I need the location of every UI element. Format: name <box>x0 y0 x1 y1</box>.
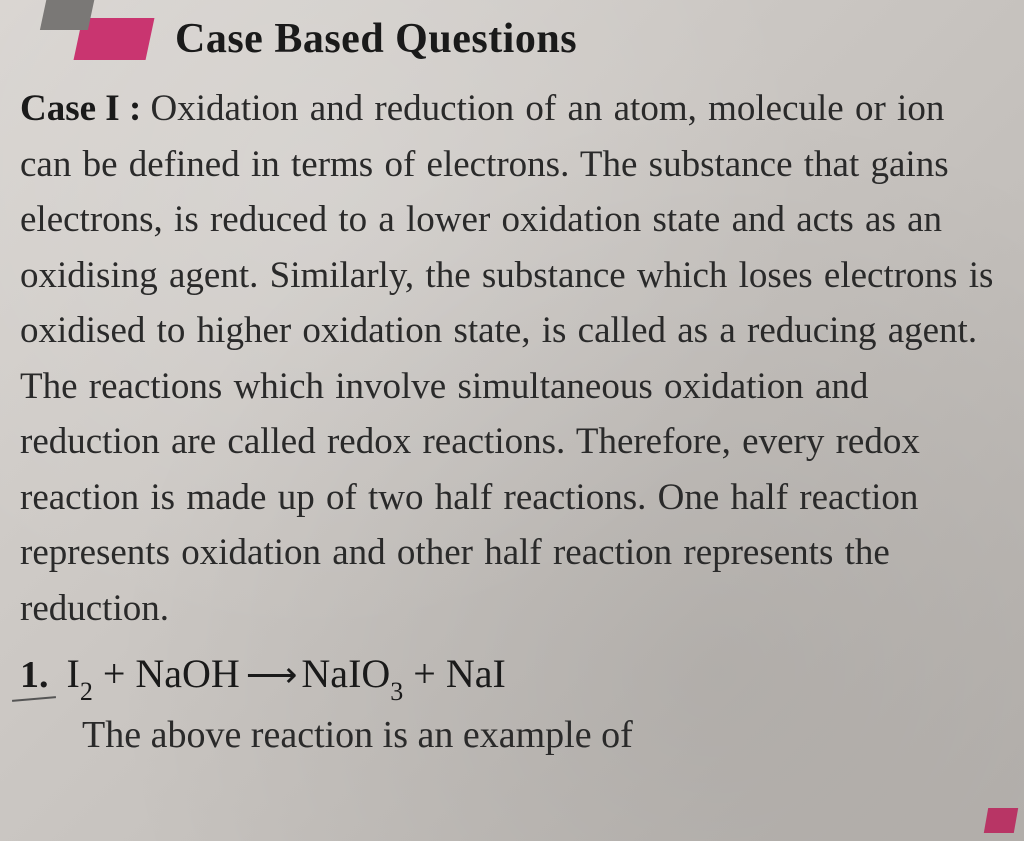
reactant-1-subscript: 2 <box>80 677 93 706</box>
product-1-base: NaIO <box>301 651 390 696</box>
reaction-arrow: ⟶ <box>246 654 296 696</box>
product-2: NaI <box>446 651 506 696</box>
reactant-2: NaOH <box>135 651 239 696</box>
chemical-equation: I2 + NaOH⟶NaIO3 + NaI <box>67 650 506 703</box>
product-1-subscript: 3 <box>390 677 403 706</box>
plus-1: + <box>93 651 136 696</box>
question-number: 1. <box>20 653 49 697</box>
decoration-block-gray <box>40 0 94 30</box>
section-header: Case Based Questions <box>30 15 994 63</box>
case-body: Case I : Oxidation and reduction of an a… <box>20 81 994 636</box>
header-decoration <box>26 18 155 60</box>
case-label: Case I : <box>20 88 141 129</box>
plus-2: + <box>403 651 446 696</box>
question-prompt: The above reaction is an example of <box>82 713 994 757</box>
corner-accent <box>984 808 1018 833</box>
section-title: Case Based Questions <box>175 15 577 63</box>
question-row: 1. I2 + NaOH⟶NaIO3 + NaI <box>20 650 994 703</box>
case-intro-text: Oxidation and reduction of an atom, mole… <box>20 88 993 629</box>
reactant-1-base: I <box>67 651 80 696</box>
